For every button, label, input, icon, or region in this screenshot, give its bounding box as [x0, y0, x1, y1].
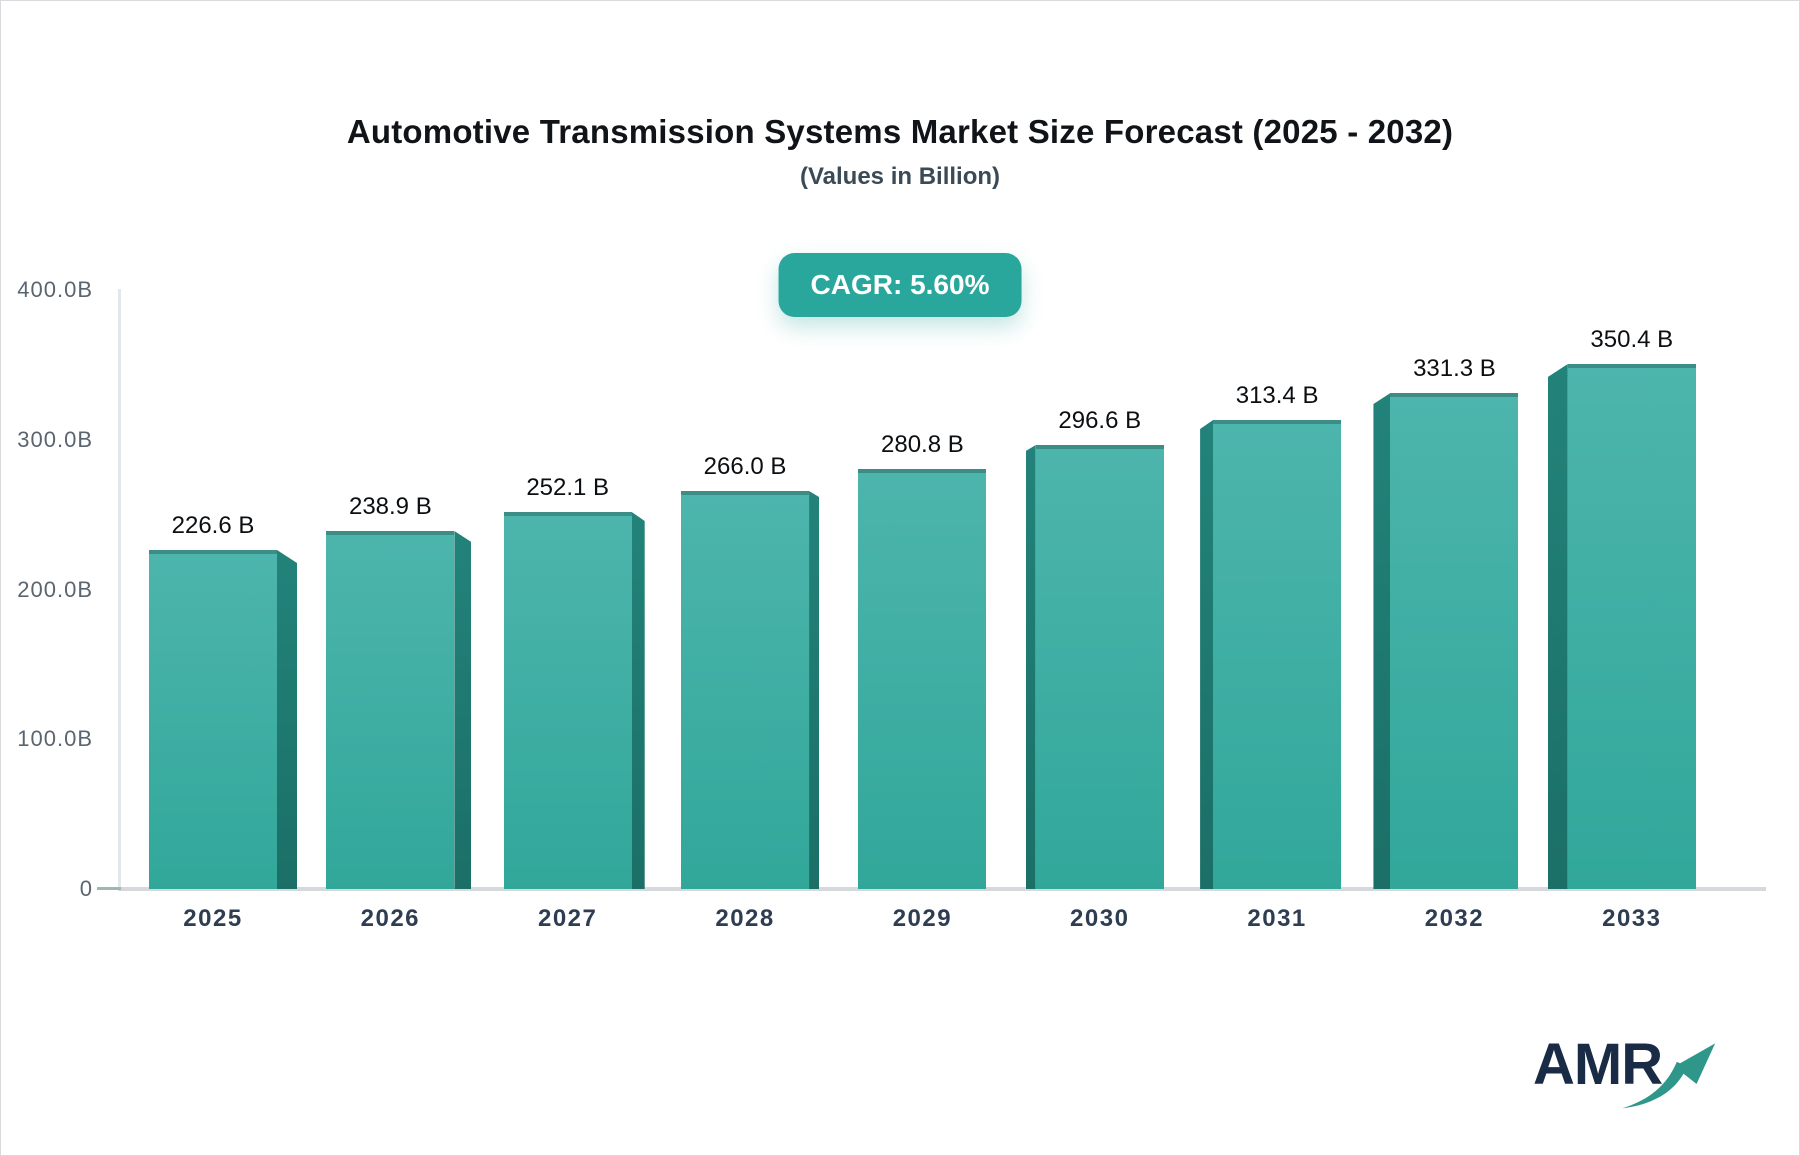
bar-2028[interactable] — [681, 491, 810, 889]
growth-arrow-icon — [1622, 1043, 1716, 1109]
bar-2030[interactable] — [1035, 445, 1164, 889]
bar-2029[interactable] — [858, 469, 987, 889]
y-axis-line — [118, 289, 121, 889]
x-tick-label-2028: 2028 — [715, 905, 775, 932]
y-tick-label: 100.0B — [17, 726, 93, 752]
x-tick-label-2030: 2030 — [1070, 905, 1130, 932]
zero-tick-mark — [97, 887, 121, 890]
bar-2031-side-face — [1200, 420, 1214, 889]
bar-value-label-2029: 280.8 B — [881, 431, 964, 458]
bar-2027-side-face — [631, 512, 645, 889]
bar-2032[interactable] — [1390, 393, 1519, 889]
bar-value-label-2028: 266.0 B — [703, 453, 787, 480]
bar-value-label-2032: 331.3 B — [1413, 355, 1496, 382]
bar-value-label-2031: 313.4 B — [1235, 382, 1319, 409]
x-tick-label-2032: 2032 — [1424, 905, 1485, 932]
bar-2030-side-face — [1025, 445, 1036, 889]
bar-2025[interactable] — [149, 550, 277, 889]
chart-subtitle: (Values in Billion) — [799, 163, 1001, 190]
cagr-badge-label: CAGR: 5.60% — [810, 269, 990, 300]
y-tick-label: 300.0B — [17, 426, 93, 452]
x-tick-label-2025: 2025 — [183, 905, 243, 932]
x-tick-label-2026: 2026 — [360, 905, 421, 932]
amr-logo: AMR — [1533, 1031, 1753, 1121]
bar-2026[interactable] — [326, 531, 455, 889]
bar-2032-side-face — [1373, 393, 1391, 889]
x-tick-label-2031: 2031 — [1247, 905, 1307, 932]
bar-2033-side-face — [1547, 364, 1568, 889]
bar-2033[interactable] — [1567, 364, 1696, 889]
y-tick-label: 200.0B — [17, 576, 93, 602]
cagr-badge: CAGR: 5.60% — [778, 253, 1022, 317]
bar-value-label-2033: 350.4 B — [1590, 326, 1674, 353]
bar-value-label-2030: 296.6 B — [1058, 407, 1142, 434]
x-tick-label-2029: 2029 — [892, 905, 953, 932]
x-tick-label-2033: 2033 — [1602, 905, 1662, 932]
bar-2028-side-face — [809, 491, 820, 889]
amr-logo-text: AMR — [1533, 1032, 1663, 1097]
bar-2031[interactable] — [1213, 420, 1342, 889]
bar-2027[interactable] — [503, 512, 632, 889]
y-tick-label: 400.0B — [17, 277, 93, 303]
y-tick-label: 0 — [79, 876, 93, 901]
chart-title: Automotive Transmission Systems Market S… — [346, 113, 1454, 150]
bar-2025-side-face — [277, 550, 297, 889]
bar-value-label-2026: 238.9 B — [348, 493, 432, 520]
x-axis-line — [118, 887, 1766, 891]
bar-value-label-2027: 252.1 B — [526, 474, 610, 501]
bar-2026-side-face — [454, 531, 472, 889]
bar-value-label-2025: 226.6 B — [171, 512, 255, 539]
x-tick-label-2027: 2027 — [537, 905, 598, 932]
